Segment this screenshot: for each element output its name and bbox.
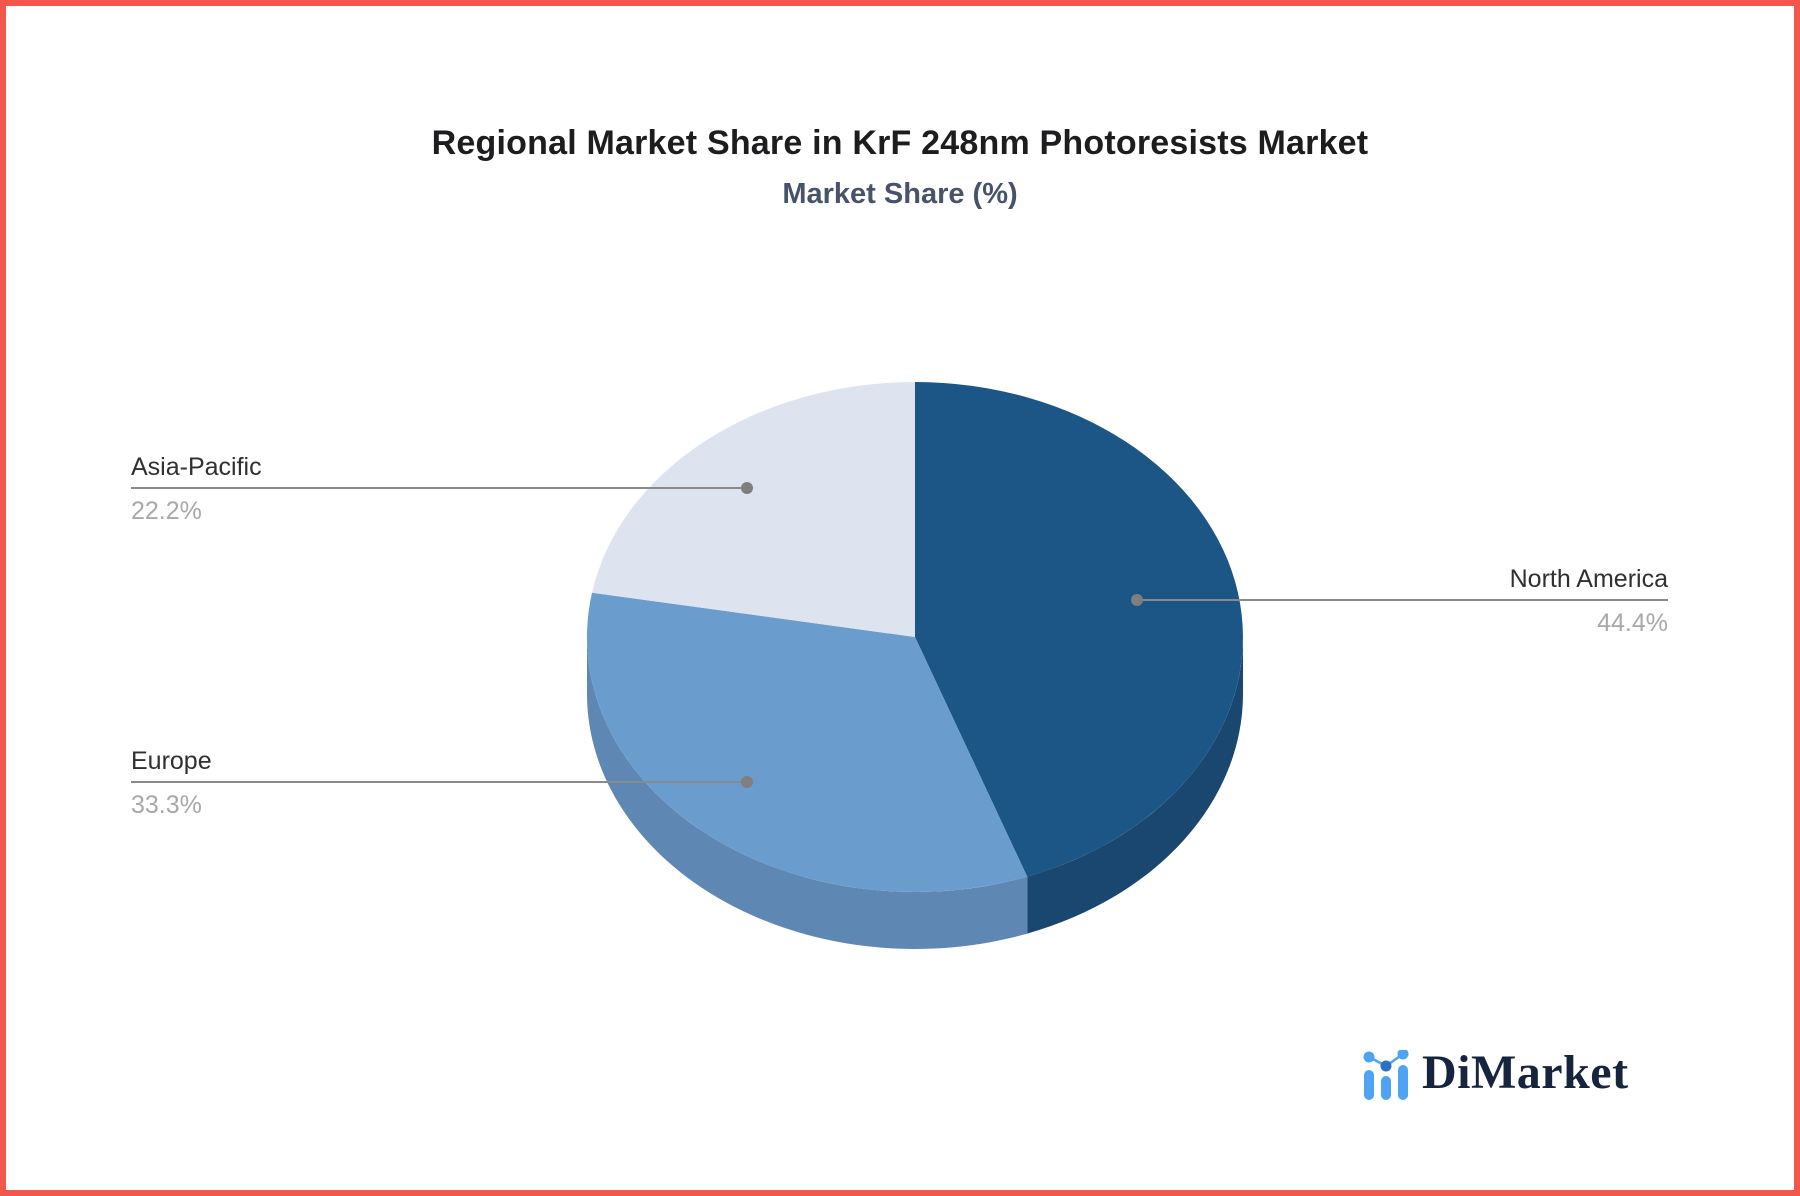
callout-europe: Europe 33.3%: [131, 746, 212, 820]
callout-north-america: North America 44.4%: [1510, 564, 1668, 638]
slice-label: North America: [1509, 565, 1668, 593]
leader-dot: [741, 776, 753, 788]
slice-label: Asia-Pacific: [131, 453, 262, 481]
pie-slice-europe[interactable]: [587, 592, 1028, 892]
slice-label: Europe: [131, 747, 212, 775]
leader-dot: [1131, 594, 1143, 606]
pie-slice-side-europe: [587, 637, 1028, 949]
pie-slice-north-america[interactable]: [915, 382, 1243, 877]
bar-line-chart-icon: [1363, 1050, 1409, 1100]
logo-text: DiMarket: [1422, 1045, 1629, 1099]
callout-asia-pacific: Asia-Pacific 22.2%: [131, 452, 262, 526]
dimarket-logo: DiMarket: [1363, 1042, 1629, 1102]
leader-dot: [741, 482, 753, 494]
chart-subtitle: Market Share (%): [782, 178, 1018, 210]
slice-value: 33.3%: [131, 791, 202, 819]
slice-value: 44.4%: [1597, 609, 1668, 637]
pie-slice-side-north-america: [1027, 637, 1243, 934]
chart-title: Regional Market Share in KrF 248nm Photo…: [431, 124, 1369, 162]
pie-slice-asia-pacific[interactable]: [592, 382, 915, 637]
pie-chart: [131, 382, 1668, 949]
slice-value: 22.2%: [131, 497, 202, 525]
